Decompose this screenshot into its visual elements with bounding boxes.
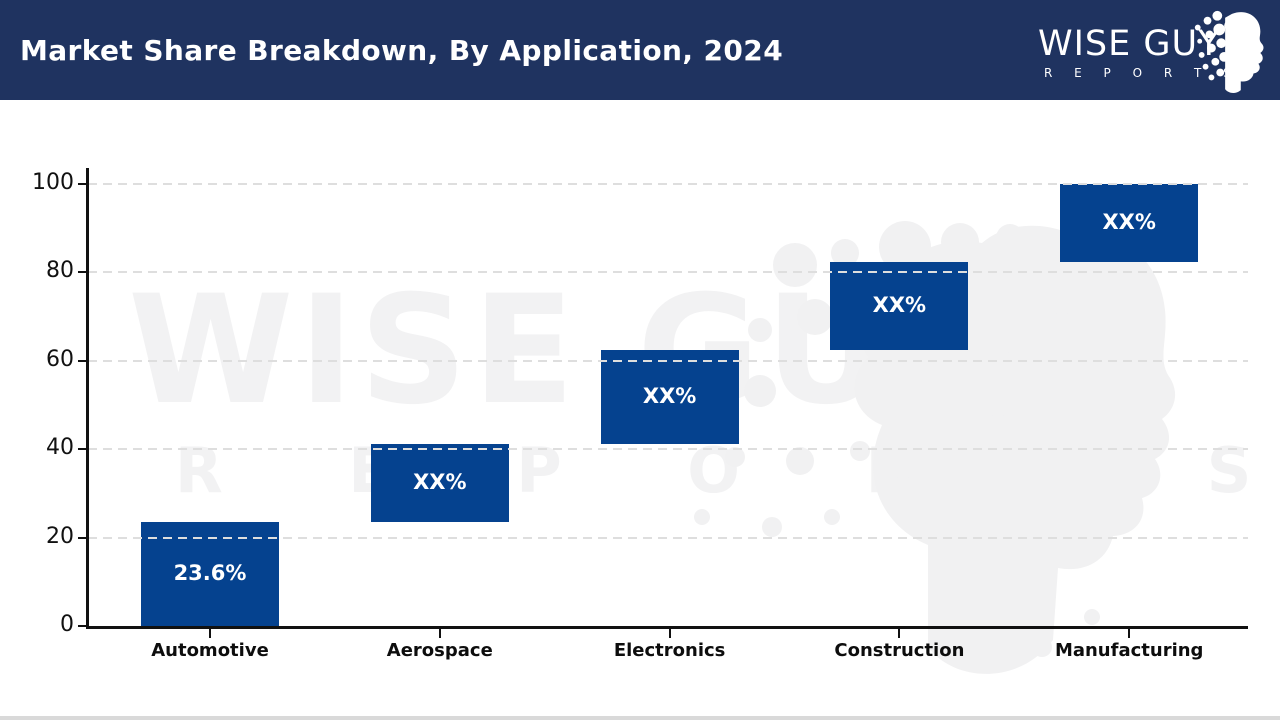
footer-strip	[0, 716, 1280, 720]
x-tick-manufacturing	[1128, 629, 1131, 638]
bar-aerospace: XX%	[370, 443, 509, 522]
gridline-100	[88, 183, 1248, 185]
wiseguy-logo: WISE GUY R E P O R T S	[1010, 6, 1272, 96]
y-tick-label-0: 0	[60, 612, 74, 637]
y-tick-label-20: 20	[46, 523, 74, 549]
y-tick-40	[78, 448, 87, 451]
x-axis-label-construction: Construction	[834, 640, 965, 661]
gridline-60	[88, 359, 1248, 362]
x-tick-electronics	[668, 629, 671, 638]
logo-wordmark: WISE GUY	[1038, 24, 1221, 64]
bar-construction: XX%	[830, 261, 969, 351]
y-tick-label-40: 40	[46, 435, 74, 461]
wiseguy-face-icon	[1194, 10, 1264, 94]
x-axis-line	[86, 626, 1248, 629]
bar-value-label-automotive: 23.6%	[173, 560, 247, 585]
header-bar: Market Share Breakdown, By Application, …	[0, 0, 1280, 100]
x-axis-label-automotive: Automotive	[151, 640, 269, 661]
x-tick-aerospace	[438, 629, 441, 638]
bar-value-label-aerospace: XX%	[413, 469, 467, 494]
y-tick-100	[78, 183, 87, 185]
x-axis-label-electronics: Electronics	[613, 640, 726, 661]
logo-text: WISE GUY R E P O R T S	[1038, 24, 1240, 80]
y-tick-0	[78, 625, 87, 627]
y-tick-label-60: 60	[46, 346, 74, 372]
bar-manufacturing: XX%	[1060, 184, 1199, 262]
gridline-40	[88, 448, 1248, 451]
y-tick-label-100: 100	[32, 170, 74, 195]
bar-automotive: 23.6%	[141, 521, 279, 626]
bar-value-label-manufacturing: XX%	[1102, 209, 1156, 234]
x-axis-label-aerospace: Aerospace	[386, 640, 493, 661]
bar-electronics: XX%	[600, 350, 739, 444]
x-tick-automotive	[209, 629, 211, 638]
chart-title: Market Share Breakdown, By Application, …	[20, 33, 784, 67]
y-tick-20	[78, 536, 87, 539]
y-tick-80	[78, 271, 87, 274]
y-tick-60	[78, 359, 87, 362]
logo-subtitle: R E P O R T S	[1044, 65, 1240, 80]
x-axis-label-manufacturing: Manufacturing	[1054, 640, 1204, 661]
bar-value-label-electronics: XX%	[642, 384, 697, 409]
y-axis-line	[86, 168, 89, 628]
x-tick-construction	[898, 629, 901, 638]
gridline-80	[88, 271, 1248, 274]
y-tick-label-80: 80	[46, 258, 74, 284]
bar-value-label-construction: XX%	[872, 292, 927, 317]
gridline-20	[88, 536, 1248, 539]
